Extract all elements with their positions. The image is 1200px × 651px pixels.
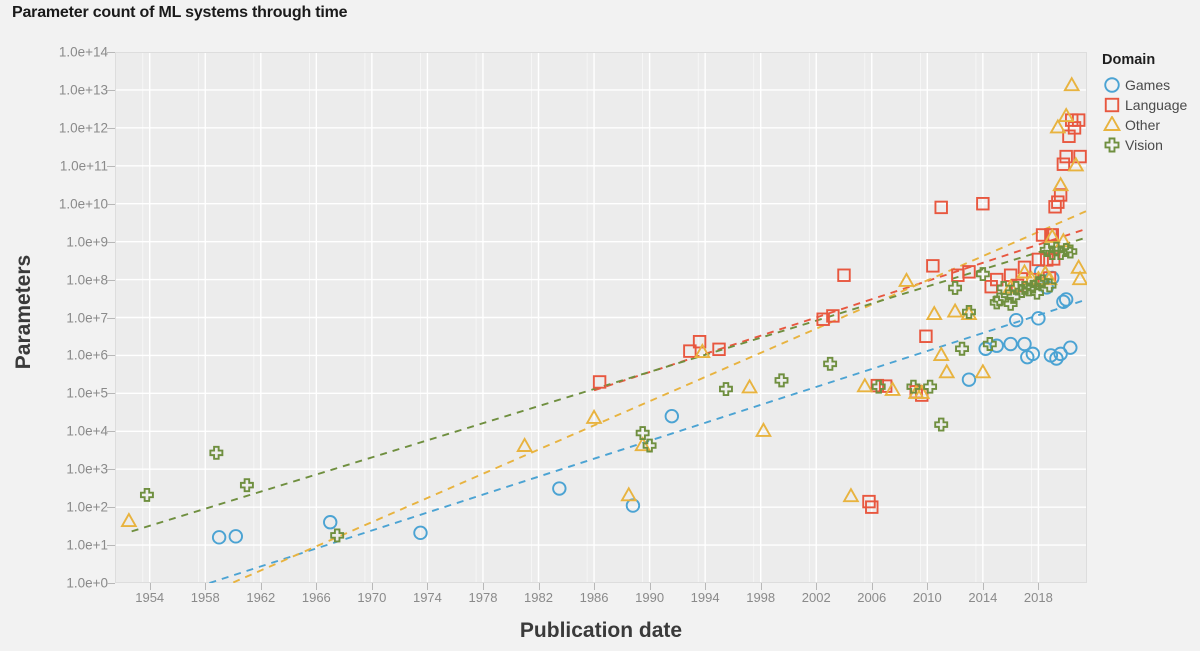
x-tick-label: 2006	[857, 590, 887, 605]
legend-item-label: Other	[1125, 117, 1161, 133]
y-tick-mark	[107, 241, 115, 243]
y-tick-label: 1.0e+6	[66, 347, 108, 363]
x-tick-label: 1986	[579, 590, 609, 605]
x-tick-mark	[427, 583, 429, 590]
x-tick-mark	[371, 583, 373, 590]
x-tick-mark	[205, 583, 207, 590]
x-tick-label: 1970	[357, 590, 387, 605]
series-games	[211, 264, 1078, 545]
plot-area	[115, 52, 1087, 583]
x-tick-mark	[260, 583, 262, 590]
y-tick-label: 1.0e+2	[66, 499, 108, 515]
x-tick-mark	[871, 583, 873, 590]
x-tick-mark	[649, 583, 651, 590]
y-tick-mark	[107, 52, 115, 53]
y-tick-label: 1.0e+12	[58, 120, 108, 136]
y-tick-label: 1.0e+7	[66, 310, 108, 325]
legend-item-language[interactable]: Language	[1102, 95, 1200, 115]
x-tick-mark	[482, 583, 484, 590]
x-axis-title: Publication date	[519, 619, 683, 642]
x-tick-mark	[594, 583, 596, 590]
x-tick-mark	[982, 583, 984, 590]
x-tick-label: 1974	[412, 590, 442, 605]
y-tick-mark	[107, 507, 115, 509]
x-tick-mark	[1038, 583, 1040, 590]
x-tick-label: 2010	[912, 590, 942, 605]
x-tick-label: 1962	[246, 590, 276, 605]
y-tick-label: 1.0e+4	[66, 423, 108, 439]
y-tick-label: 1.0e+14	[58, 44, 108, 60]
legend: Domain Games Language Other Vision	[1102, 52, 1200, 155]
x-tick-label: 2018	[1023, 590, 1053, 605]
trendline-vision	[131, 236, 1087, 533]
y-tick-label: 1.0e+1	[66, 537, 108, 553]
y-tick-mark	[107, 431, 115, 433]
x-tick-label: 1990	[635, 590, 665, 605]
cross-icon	[1102, 136, 1122, 154]
x-tick-label: 1982	[524, 590, 553, 605]
x-tick-label: 2002	[801, 590, 831, 605]
x-tick-label: 1954	[135, 590, 165, 605]
trendline-other	[229, 209, 1087, 583]
legend-title: Domain	[1102, 52, 1156, 68]
gridlines	[115, 52, 1087, 583]
x-tick-label: 1958	[190, 590, 220, 605]
x-tick-label: 1998	[746, 590, 776, 605]
x-tick-mark	[760, 583, 762, 590]
y-tick-mark	[107, 127, 115, 129]
x-tick-label: 1966	[301, 590, 331, 605]
chart-title: Parameter count of ML systems through ti…	[12, 4, 348, 21]
y-tick-mark	[107, 203, 115, 205]
y-tick-mark	[107, 355, 115, 357]
series-language	[592, 113, 1087, 514]
x-tick-label: 1994	[690, 590, 720, 605]
x-tick-label: 1978	[468, 590, 498, 605]
trendline-language	[593, 227, 1087, 392]
series-other	[120, 76, 1087, 527]
x-tick-mark	[927, 583, 929, 590]
legend-item-label: Games	[1125, 77, 1171, 93]
x-tick-mark	[149, 583, 151, 590]
data-points	[120, 76, 1087, 545]
legend-item-label: Vision	[1125, 137, 1163, 153]
legend-item-label: Language	[1125, 97, 1188, 113]
y-axis-title: Parameters	[12, 254, 35, 370]
y-tick-label: 1.0e+10	[58, 196, 108, 212]
y-tick-label: 1.0e+13	[58, 82, 108, 98]
y-tick-mark	[107, 393, 115, 395]
y-tick-label: 1.0e+0	[66, 575, 108, 591]
y-tick-mark	[107, 469, 115, 471]
x-tick-mark	[316, 583, 318, 590]
legend-item-games[interactable]: Games	[1102, 75, 1200, 95]
y-tick-mark	[107, 89, 115, 91]
series-vision	[139, 241, 1078, 543]
circle-icon	[1102, 76, 1122, 94]
y-tick-label: 1.0e+11	[59, 158, 108, 174]
triangle-icon	[1102, 115, 1122, 134]
y-tick-mark	[107, 317, 115, 319]
scatter-svg	[115, 52, 1087, 583]
y-tick-label: 1.0e+8	[66, 272, 108, 288]
legend-item-other[interactable]: Other	[1102, 115, 1200, 135]
x-tick-label: 2014	[968, 590, 998, 605]
square-icon	[1102, 96, 1122, 114]
y-tick-mark	[107, 583, 115, 584]
y-tick-label: 1.0e+3	[66, 461, 108, 477]
y-tick-mark	[107, 165, 115, 167]
x-tick-mark	[816, 583, 818, 590]
legend-items: Games Language Other Vision	[1102, 75, 1200, 155]
trendlines	[131, 209, 1087, 583]
x-tick-mark	[538, 583, 540, 590]
y-tick-label: 1.0e+9	[66, 234, 108, 250]
x-tick-mark	[705, 583, 707, 590]
legend-item-vision[interactable]: Vision	[1102, 135, 1200, 155]
y-tick-label: 1.0e+5	[66, 385, 108, 401]
y-tick-mark	[107, 279, 115, 281]
y-tick-mark	[107, 545, 115, 547]
